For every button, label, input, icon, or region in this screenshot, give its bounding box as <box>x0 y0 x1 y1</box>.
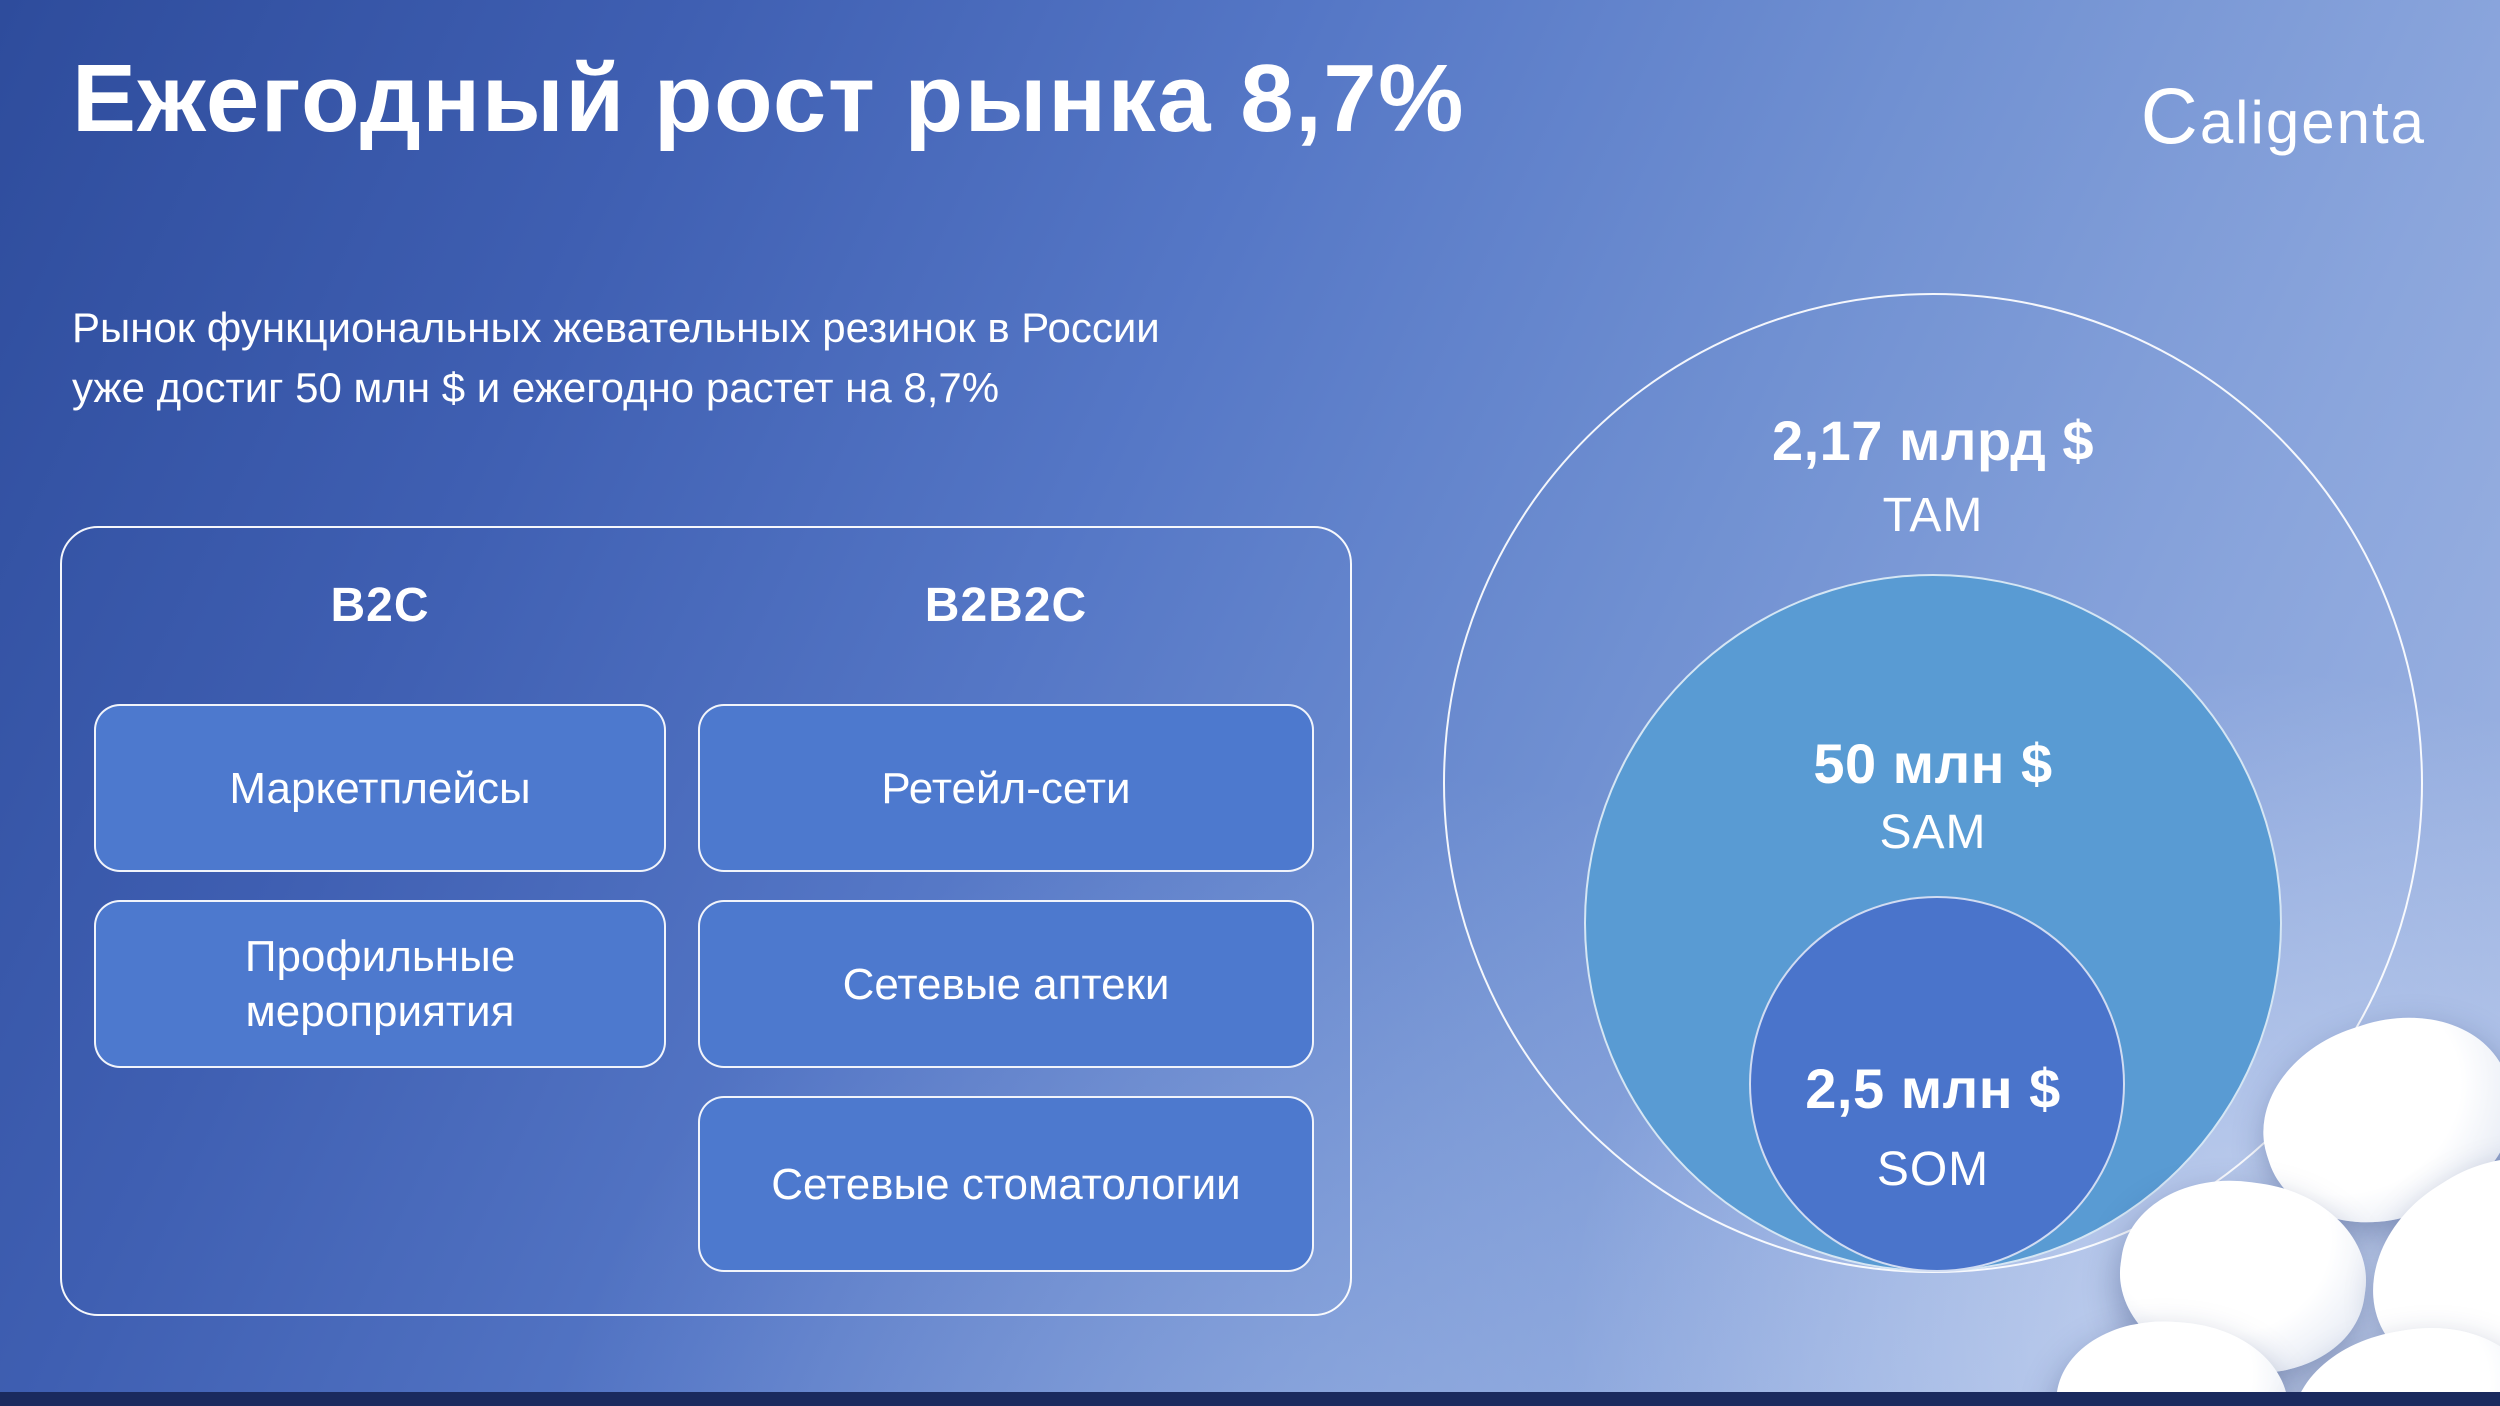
sam-value: 50 млн $ <box>1813 732 2053 795</box>
channel-item-industry-events: Профильные мероприятия <box>94 900 666 1068</box>
tam-circle <box>1443 293 2423 1273</box>
caligenta-logo: Caligenta <box>2140 71 2426 160</box>
b2c-column: Маркетплейсы Профильные мероприятия <box>94 704 666 1068</box>
som-circle <box>1749 896 2125 1272</box>
tam-label: TAM <box>1882 489 1984 542</box>
page-title: Ежегодный рост рынка 8,7% <box>72 45 1466 152</box>
channel-item-dental-chains: Сетевые стоматологии <box>698 1096 1314 1272</box>
channels-panel: B2C B2B2C Маркетплейсы Профильные меропр… <box>60 526 1352 1316</box>
sam-label: SAM <box>1879 806 1987 859</box>
b2b2c-column: Ретейл-сети Сетевые аптеки Сетевые стома… <box>698 704 1314 1272</box>
som-label: SOM <box>1876 1143 1990 1196</box>
column-header-b2b2c: B2B2C <box>924 579 1088 632</box>
bottom-bar <box>0 1392 2500 1406</box>
column-header-b2c: B2C <box>330 579 430 632</box>
channel-item-retail-chains: Ретейл-сети <box>698 704 1314 872</box>
subtitle: Рынок функциональных жевательных резинок… <box>72 304 1160 411</box>
tam-value: 2,17 млрд $ <box>1771 409 2095 472</box>
som-value: 2,5 млн $ <box>1805 1057 2061 1120</box>
gum-tablet <box>2333 1115 2500 1406</box>
channel-item-pharmacy-chains: Сетевые аптеки <box>698 900 1314 1068</box>
channel-item-marketplaces: Маркетплейсы <box>94 704 666 872</box>
